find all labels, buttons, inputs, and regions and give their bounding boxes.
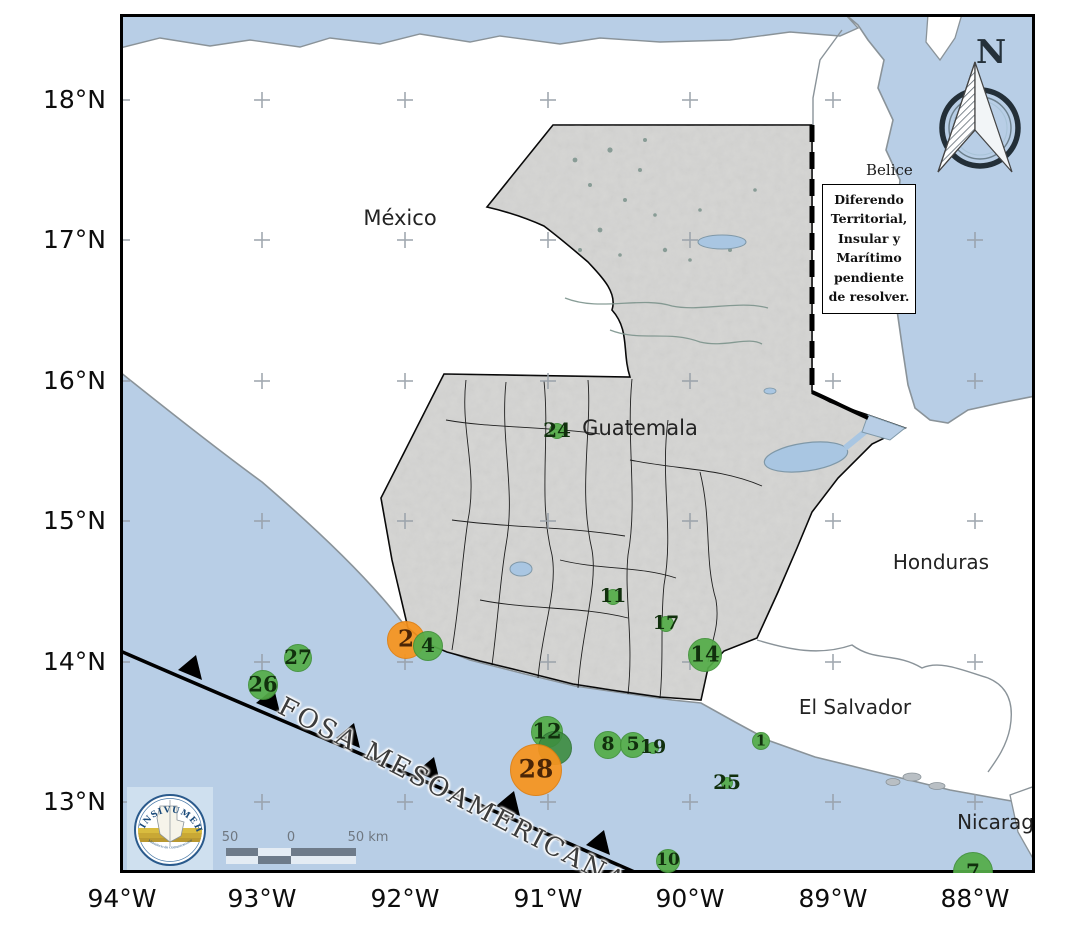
y-tick-label-14°N: 14°N bbox=[42, 647, 106, 676]
gulf-of-mexico bbox=[120, 14, 860, 49]
lake-small bbox=[763, 387, 777, 395]
note-line: de resolver. bbox=[828, 289, 910, 305]
y-tick-label-18°N: 18°N bbox=[42, 85, 106, 114]
note-line: Insular y bbox=[837, 230, 901, 246]
lake-peten-itza bbox=[697, 234, 747, 250]
territorial-dispute-note: Diferendo Territorial, Insular y Marítimo pe… bbox=[822, 184, 916, 314]
x-tick-label-91°W: 91°W bbox=[513, 884, 583, 913]
pacific-coastline bbox=[120, 371, 1035, 806]
map-canvas: INSIVUMEH Ministerio de Comunicaciones, … bbox=[120, 14, 1035, 873]
belize-label: Belice bbox=[866, 161, 913, 179]
y-tick-label-13°N: 13°N bbox=[42, 787, 106, 816]
scalebar-zero-label: 0 bbox=[286, 830, 296, 845]
logo-guatemala-shape bbox=[156, 805, 185, 843]
international-borders-gray bbox=[756, 29, 1012, 773]
y-tick-label-15°N: 15°N bbox=[42, 506, 106, 535]
x-tick-label-89°W: 89°W bbox=[798, 884, 868, 913]
map-geography: INSIVUMEH Ministerio de Comunicaciones, … bbox=[120, 14, 1035, 873]
x-tick-label-90°W: 90°W bbox=[655, 884, 725, 913]
lake-atitlan bbox=[509, 561, 533, 577]
note-line: Territorial, bbox=[830, 211, 908, 227]
scalebar-right-label: 50 km bbox=[347, 830, 389, 845]
gulf-of-fonseca bbox=[885, 772, 1035, 864]
scalebar-left-label: 50 bbox=[221, 830, 239, 845]
map-frame bbox=[120, 14, 1035, 873]
sarstoon-border bbox=[811, 390, 869, 420]
y-tick-label-16°N: 16°N bbox=[42, 366, 106, 395]
guatemala-hillshade bbox=[381, 125, 905, 700]
department-borders bbox=[445, 378, 763, 699]
rivers bbox=[564, 297, 769, 345]
x-tick-label-88°W: 88°W bbox=[940, 884, 1010, 913]
trench-line bbox=[120, 648, 641, 873]
yucatan-cape bbox=[925, 14, 963, 62]
x-tick-label-92°W: 92°W bbox=[370, 884, 440, 913]
y-tick-label-17°N: 17°N bbox=[42, 225, 106, 254]
north-arrow bbox=[937, 61, 1021, 173]
lake-izabal bbox=[763, 414, 907, 473]
x-tick-label-94°W: 94°W bbox=[87, 884, 157, 913]
note-line: Diferendo bbox=[834, 192, 904, 207]
note-line: pendiente bbox=[833, 269, 905, 285]
scale-bar bbox=[226, 848, 356, 864]
x-tick-label-93°W: 93°W bbox=[227, 884, 297, 913]
note-line: Marítimo bbox=[836, 250, 902, 266]
